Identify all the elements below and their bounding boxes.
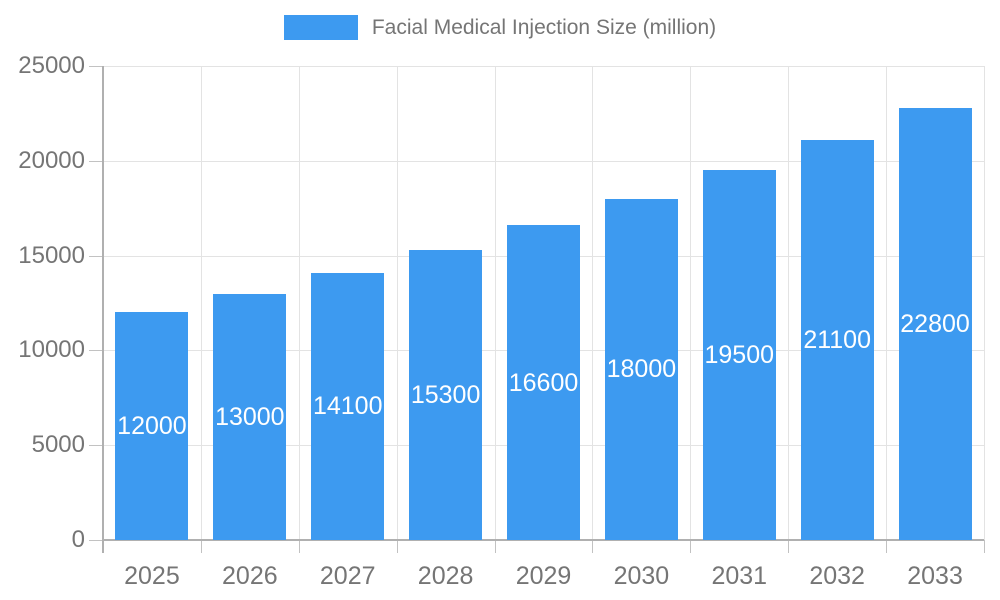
bar-value-label: 14100 xyxy=(312,392,383,421)
x-tick-label-2027: 2027 xyxy=(319,562,376,590)
x-tick-label-2032: 2032 xyxy=(809,562,865,590)
y-gridline xyxy=(103,160,984,162)
x-tick-label-2028: 2028 xyxy=(417,562,474,590)
y-tick-label: 20000 xyxy=(18,146,85,174)
bar-value-label: 15300 xyxy=(410,380,481,409)
y-tick-label: 15000 xyxy=(18,241,85,269)
y-axis-tick xyxy=(89,445,103,447)
x-tick-label-2030: 2030 xyxy=(613,562,670,590)
y-axis-tick xyxy=(89,66,103,67)
x-axis-tick xyxy=(690,540,692,553)
x-gridline xyxy=(886,66,888,540)
bar-value-label: 21100 xyxy=(803,325,871,354)
bar-2031[interactable] xyxy=(702,170,776,540)
bar-2029[interactable] xyxy=(507,225,580,540)
x-axis-tick xyxy=(396,540,398,553)
x-axis-tick xyxy=(886,540,888,553)
x-gridline xyxy=(984,66,985,540)
bar-2033[interactable] xyxy=(898,107,972,540)
bar-2026[interactable] xyxy=(213,293,287,540)
x-gridline xyxy=(592,66,594,540)
legend-swatch-icon xyxy=(283,15,358,40)
x-tick-label-2033: 2033 xyxy=(907,562,963,590)
bar-value-label: 16600 xyxy=(508,368,579,397)
y-tick-label: 10000 xyxy=(18,336,85,364)
x-tick-label-2026: 2026 xyxy=(222,562,278,590)
x-axis-tick xyxy=(984,540,985,553)
x-axis-tick xyxy=(592,540,594,553)
y-tick-label: 5000 xyxy=(31,431,85,459)
y-axis-line xyxy=(102,66,104,553)
x-tick-label-2029: 2029 xyxy=(515,562,572,590)
bar-2027[interactable] xyxy=(311,272,385,540)
x-gridline xyxy=(200,66,202,540)
y-axis-tick xyxy=(89,540,103,541)
x-axis-tick xyxy=(200,540,202,553)
y-tick-label: 25000 xyxy=(18,52,85,79)
x-axis-tick xyxy=(298,540,300,553)
bar-value-label: 12000 xyxy=(117,412,187,441)
y-tick-label: 0 xyxy=(71,526,85,553)
legend-label: Facial Medical Injection Size (million) xyxy=(371,16,717,39)
bar-value-label: 22800 xyxy=(900,309,970,338)
x-axis-tick xyxy=(494,540,496,553)
bar-value-label: 19500 xyxy=(704,341,775,370)
x-gridline xyxy=(494,66,496,540)
bar-value-label: 13000 xyxy=(215,402,285,431)
x-gridline xyxy=(788,66,790,540)
bar-2028[interactable] xyxy=(409,249,483,540)
bar-2030[interactable] xyxy=(604,198,678,540)
x-tick-label-2025: 2025 xyxy=(124,562,180,590)
y-axis-tick xyxy=(89,255,103,257)
chart-legend[interactable]: Facial Medical Injection Size (million) xyxy=(0,15,1000,40)
x-tick-label-2031: 2031 xyxy=(711,562,768,590)
x-gridline xyxy=(298,66,300,540)
y-gridline xyxy=(103,66,984,67)
x-gridline xyxy=(690,66,692,540)
y-axis-tick xyxy=(89,350,103,352)
bar-2032[interactable] xyxy=(800,139,874,540)
y-axis-tick xyxy=(89,160,103,162)
bar-value-label: 18000 xyxy=(606,355,677,384)
bar-2025[interactable] xyxy=(115,312,189,540)
x-gridline xyxy=(396,66,398,540)
x-axis-tick xyxy=(788,540,790,553)
